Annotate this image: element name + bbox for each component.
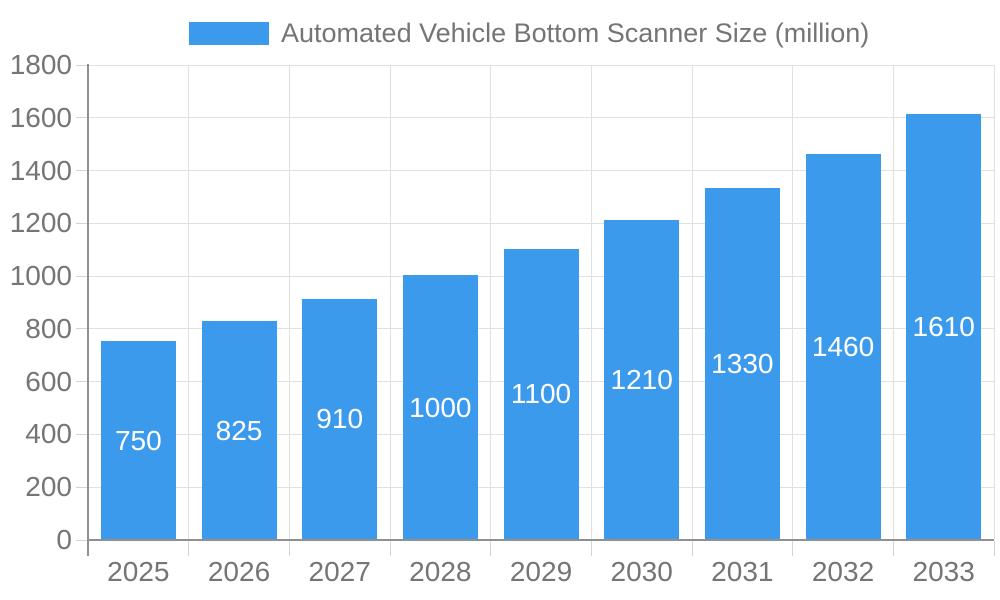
- y-axis-tick: [76, 170, 88, 172]
- x-axis-label: 2025: [107, 556, 170, 587]
- y-axis-tick: [76, 486, 88, 488]
- y-axis-tick: [76, 64, 88, 66]
- y-axis-tick: [76, 117, 88, 119]
- legend-label: Automated Vehicle Bottom Scanner Size (m…: [281, 18, 870, 48]
- gridline-vertical: [188, 65, 190, 540]
- y-axis-tick: [76, 222, 88, 224]
- bar[interactable]: [201, 321, 277, 539]
- gridline-vertical: [892, 65, 894, 540]
- x-axis-label: 2031: [711, 556, 774, 587]
- bar-value-label: 1330: [711, 348, 774, 379]
- y-axis-label: 1600: [9, 101, 72, 133]
- gridline-vertical: [389, 65, 391, 540]
- gridline-vertical: [792, 65, 794, 540]
- bar[interactable]: [402, 275, 478, 539]
- legend[interactable]: Automated Vehicle Bottom Scanner Size (m…: [189, 20, 869, 47]
- bar[interactable]: [906, 114, 982, 539]
- x-axis-tick: [892, 541, 894, 556]
- bar-value-label: 910: [316, 403, 364, 435]
- gridline-vertical: [490, 65, 492, 540]
- x-axis-tick: [792, 541, 794, 556]
- y-axis-line: [87, 64, 89, 556]
- gridline-horizontal: [88, 170, 994, 172]
- x-axis-line: [87, 539, 994, 541]
- bar-value-label: 750: [114, 424, 162, 456]
- bar[interactable]: [100, 341, 176, 539]
- y-axis-label: 1400: [9, 154, 72, 186]
- x-axis-tick: [490, 541, 492, 556]
- gridline-vertical: [288, 65, 290, 540]
- x-axis-label: 2028: [409, 556, 472, 587]
- y-axis-tick: [76, 381, 88, 383]
- y-axis-tick: [76, 433, 88, 435]
- legend-swatch-icon: [189, 22, 269, 45]
- bar-value-label: 1000: [409, 391, 472, 423]
- bar-value-label: 1100: [510, 378, 572, 410]
- y-axis-label: 1800: [9, 49, 72, 80]
- bar[interactable]: [503, 248, 579, 539]
- gridline-horizontal: [88, 222, 994, 224]
- y-axis-tick: [76, 328, 88, 330]
- x-axis-label: 2027: [308, 556, 371, 587]
- y-axis-label: 1200: [9, 207, 72, 239]
- y-axis-label: 200: [25, 471, 72, 503]
- x-axis-label: 2032: [811, 556, 875, 587]
- y-axis-label: 400: [25, 418, 72, 450]
- bar[interactable]: [805, 153, 881, 539]
- x-axis-tick: [288, 541, 290, 556]
- gridline-vertical: [590, 65, 592, 540]
- x-axis-tick: [590, 541, 592, 556]
- bar-value-label: 825: [215, 414, 263, 446]
- x-axis-label: 2030: [610, 556, 673, 587]
- y-axis-label: 0: [56, 524, 72, 555]
- x-axis-tick: [993, 541, 995, 556]
- y-axis-tick: [76, 539, 88, 541]
- x-axis-label: 2033: [912, 556, 975, 587]
- x-axis-tick: [188, 541, 190, 556]
- x-axis-label: 2026: [207, 556, 271, 587]
- gridline-horizontal: [88, 64, 994, 66]
- y-axis-label: 800: [25, 312, 72, 344]
- bar[interactable]: [704, 188, 780, 539]
- bar[interactable]: [604, 219, 680, 539]
- x-axis-label: 2029: [509, 556, 573, 587]
- y-axis-label: 1000: [9, 260, 72, 292]
- bar-value-label: 1610: [912, 311, 975, 343]
- gridline-vertical: [691, 65, 693, 540]
- bar[interactable]: [302, 298, 378, 539]
- y-axis-tick: [76, 275, 88, 277]
- y-axis-label: 600: [25, 365, 72, 397]
- bar-value-label: 1460: [811, 330, 875, 362]
- x-axis-tick: [389, 541, 391, 556]
- gridline-horizontal: [88, 117, 994, 119]
- gridline-vertical: [993, 65, 995, 540]
- bar-value-label: 1210: [610, 363, 673, 395]
- x-axis-tick: [691, 541, 693, 556]
